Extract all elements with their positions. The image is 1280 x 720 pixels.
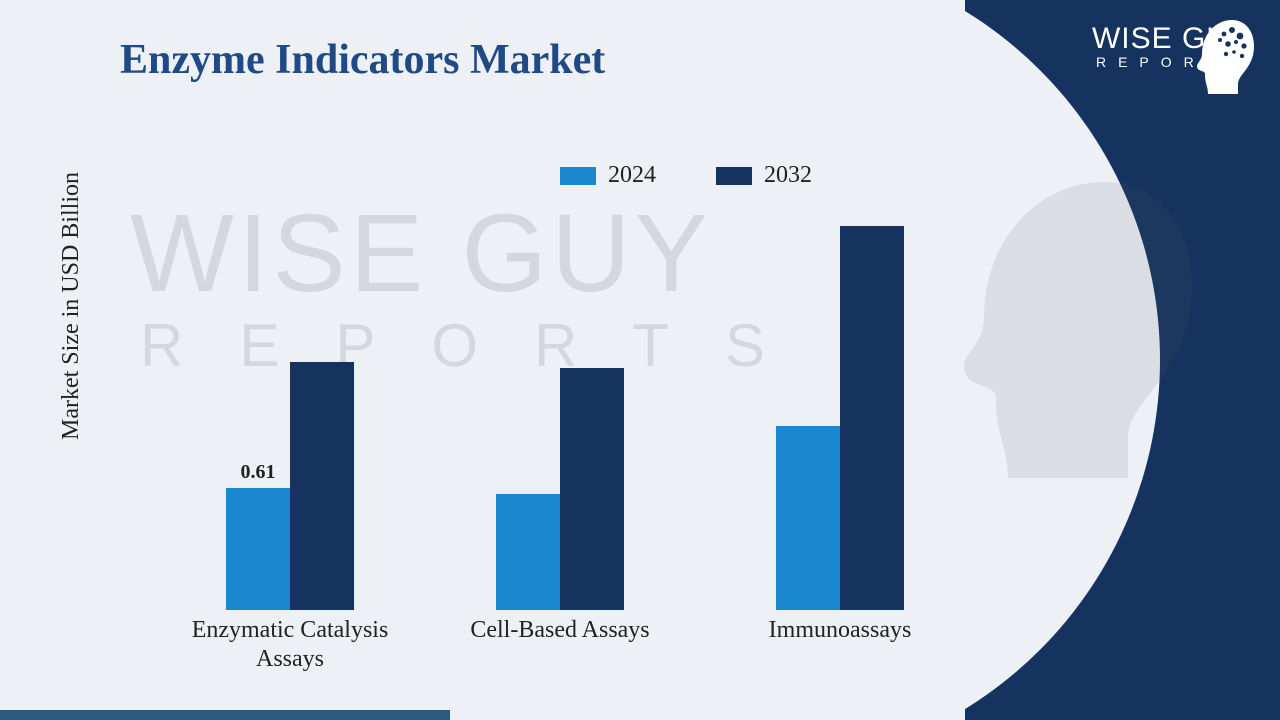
bar: [226, 488, 290, 610]
y-axis-label: Market Size in USD Billion: [58, 172, 85, 440]
x-axis-label: Enzymatic Catalysis Assays: [190, 616, 390, 674]
x-axis-label: Cell-Based Assays: [460, 616, 660, 645]
legend-label: 2032: [764, 162, 812, 189]
plot-area: 0.61Enzymatic Catalysis AssaysCell-Based…: [130, 210, 970, 610]
legend: 2024 2032: [560, 162, 812, 189]
chart-title: Enzyme Indicators Market: [120, 36, 605, 84]
legend-swatch: [560, 167, 596, 185]
bar: [560, 368, 624, 610]
legend-swatch: [716, 167, 752, 185]
legend-label: 2024: [608, 162, 656, 189]
legend-item: 2032: [716, 162, 812, 189]
bar: [290, 362, 354, 610]
bottom-accent-bar: [0, 710, 450, 720]
bar: [776, 426, 840, 610]
chart-area: Market Size in USD Billion 2024 2032 0.6…: [100, 170, 970, 670]
right-panel: [965, 0, 1280, 720]
brand-logo: WISE GUY REPORTS: [1092, 22, 1250, 70]
bar: [840, 226, 904, 610]
bar-value-label: 0.61: [218, 461, 298, 484]
bar: [496, 494, 560, 610]
x-axis-label: Immunoassays: [740, 616, 940, 645]
brain-head-icon: [1186, 16, 1256, 98]
legend-item: 2024: [560, 162, 656, 189]
